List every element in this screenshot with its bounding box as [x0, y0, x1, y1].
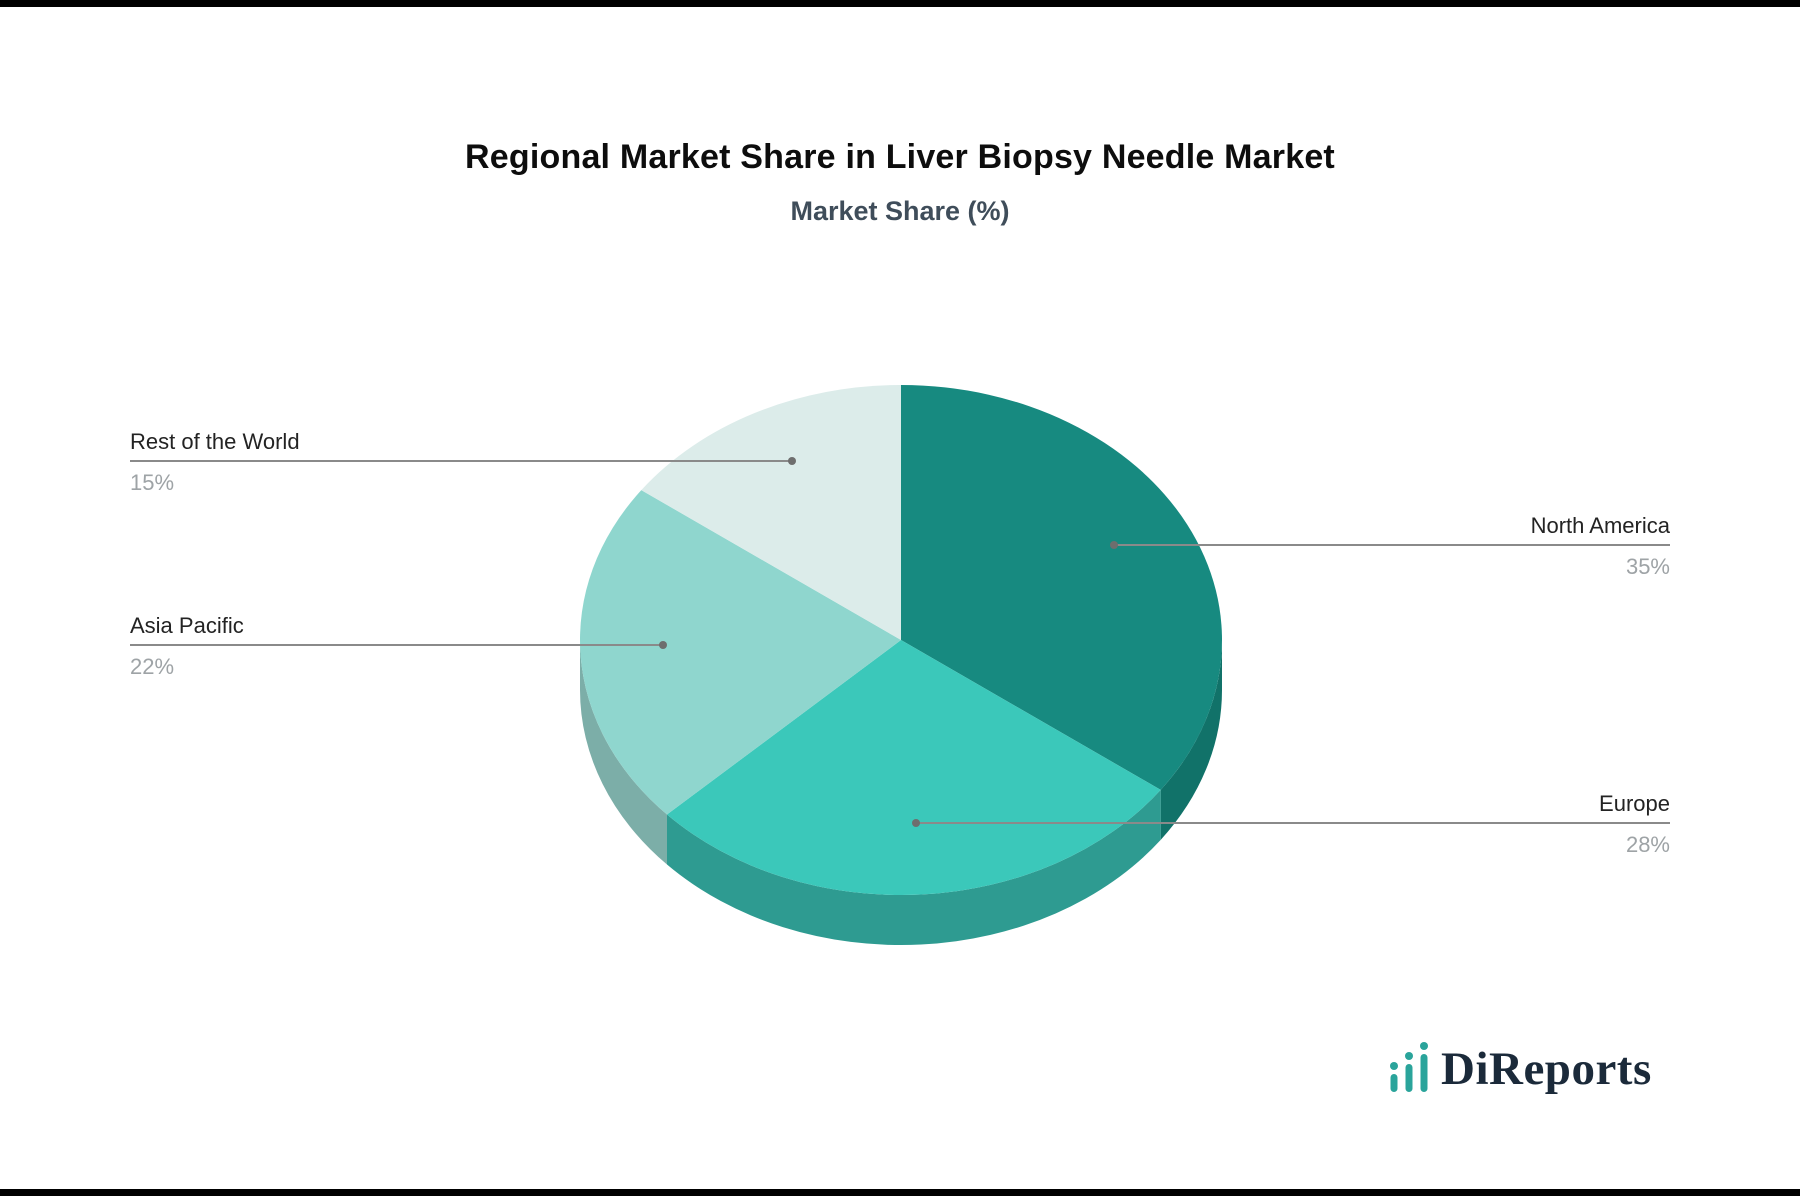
leader-line-europe [916, 822, 1670, 824]
label-asia-pacific: Asia Pacific [130, 613, 244, 638]
pie-side-north-america [1160, 640, 1222, 840]
pie-slice-europe [667, 640, 1161, 895]
leader-dot-north-america [1110, 541, 1118, 549]
chart-title: Regional Market Share in Liver Biopsy Ne… [465, 138, 1335, 176]
leader-dot-asia-pacific [659, 641, 667, 649]
label-europe: Europe [1599, 791, 1670, 816]
logo: DiReports [1386, 1038, 1652, 1094]
pie-side-asia-pacific [580, 640, 668, 865]
label-rest-of-the-world: Rest of the World [130, 429, 300, 454]
pie-slice-north-america [901, 385, 1222, 790]
logo-text: DiReports [1441, 1043, 1652, 1095]
value-asia-pacific: 22% [130, 654, 175, 679]
chart-subtitle: Market Share (%) [790, 196, 1010, 226]
leader-line-asia-pacific [130, 644, 663, 646]
pie-slice-rest-of-the-world [641, 385, 901, 640]
leader-dot-rest-of-the-world [788, 457, 796, 465]
value-europe: 28% [1625, 832, 1670, 857]
leader-line-rest-of-the-world [130, 460, 792, 462]
leader-dot-europe [912, 819, 920, 827]
value-rest-of-the-world: 15% [130, 470, 175, 495]
leader-line-north-america [1114, 544, 1670, 546]
pie-slice-asia-pacific [579, 490, 901, 815]
bottom-border [0, 1189, 1800, 1196]
value-north-america: 35% [1625, 554, 1670, 579]
label-north-america: North America [1530, 513, 1670, 538]
logo-bar-chart-icon [1390, 1042, 1428, 1092]
pie-side-europe [667, 789, 1161, 945]
top-border [0, 0, 1800, 7]
